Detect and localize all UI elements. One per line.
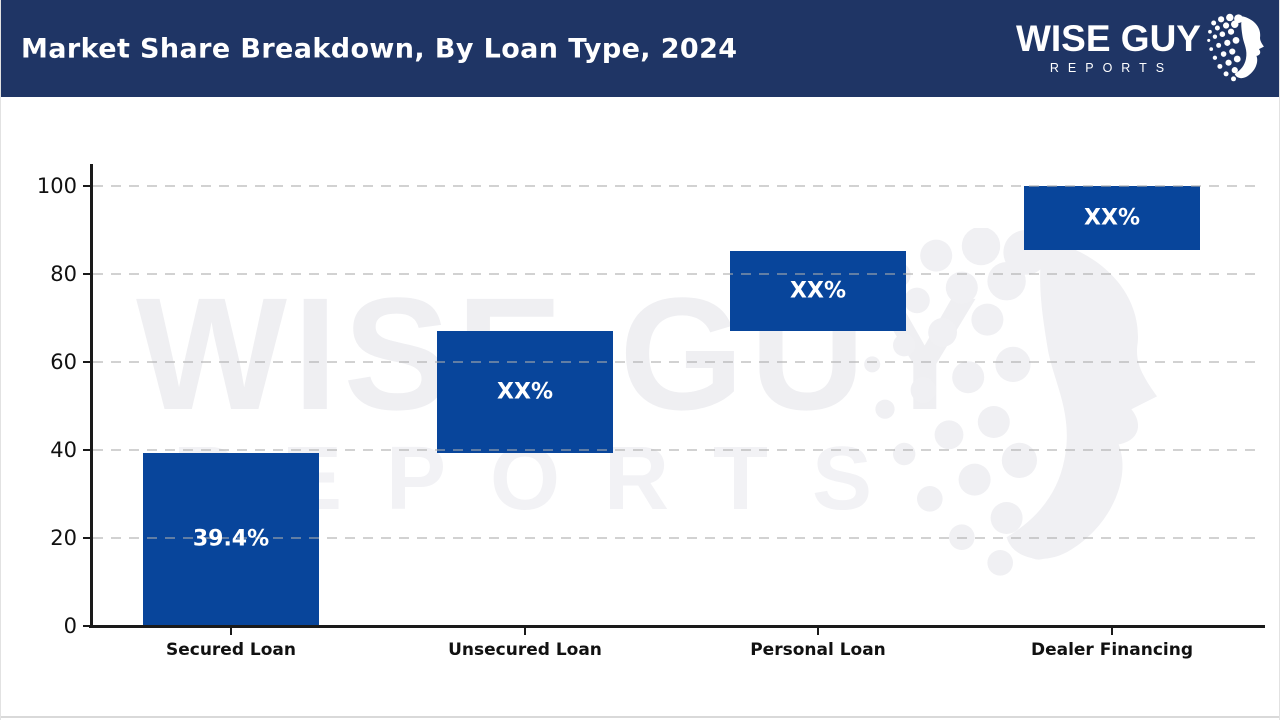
bottom-border: [1, 716, 1279, 718]
header: Market Share Breakdown, By Loan Type, 20…: [1, 0, 1279, 97]
y-tick-80: [83, 273, 91, 275]
bar-secured-loan: [143, 452, 319, 626]
bar-value-label-dealer-financing: XX%: [1084, 205, 1140, 231]
y-tick-60: [83, 361, 91, 363]
y-tick-label-20: 20: [50, 526, 77, 550]
x-axis-label-secured-loan: Secured Loan: [165, 640, 297, 660]
gridline-40: [93, 449, 1263, 451]
x-tick-dealer-financing: [1111, 627, 1113, 635]
x-axis-label-personal-loan: Personal Loan: [750, 640, 886, 660]
logo-wordmark: WISE GUY: [1015, 18, 1201, 59]
bar-value-label-secured-loan: 39.4%: [192, 526, 270, 552]
bar-value-label-unsecured-loan: XX%: [497, 379, 553, 405]
x-tick-unsecured-loan: [524, 627, 526, 635]
y-tick-label-60: 60: [50, 350, 77, 374]
y-tick-100: [83, 185, 91, 187]
gridline-20: [93, 537, 1263, 539]
y-tick-label-80: 80: [50, 262, 77, 286]
gridline-100: [93, 185, 1263, 187]
logo-subtitle: REPORTS: [1049, 61, 1174, 75]
x-tick-secured-loan: [230, 627, 232, 635]
y-tick-label-100: 100: [36, 174, 77, 198]
y-tick-label-0: 0: [63, 614, 77, 638]
bar-dealer-financing: [1024, 186, 1200, 250]
wise-guy-reports-logo: WISE GUY REPORTS: [1015, 6, 1267, 92]
logo-text: WISE GUY REPORTS: [1016, 20, 1201, 75]
x-tick-personal-loan: [817, 627, 819, 635]
bar-value-label-personal-loan: XX%: [790, 278, 846, 304]
x-axis-line: [89, 625, 1265, 628]
y-axis-line: [90, 164, 93, 627]
logo-head-icon: [1207, 13, 1264, 82]
y-tick-20: [83, 537, 91, 539]
y-tick-label-40: 40: [50, 438, 77, 462]
gridline-60: [93, 361, 1263, 363]
y-tick-0: [83, 625, 91, 627]
page-title: Market Share Breakdown, By Loan Type, 20…: [21, 33, 738, 64]
gridline-80: [93, 273, 1263, 275]
x-axis-label-dealer-financing: Dealer Financing: [1030, 640, 1194, 660]
y-tick-40: [83, 449, 91, 451]
bar-unsecured-loan: [437, 331, 613, 453]
x-axis-label-unsecured-loan: Unsecured Loan: [448, 640, 602, 660]
